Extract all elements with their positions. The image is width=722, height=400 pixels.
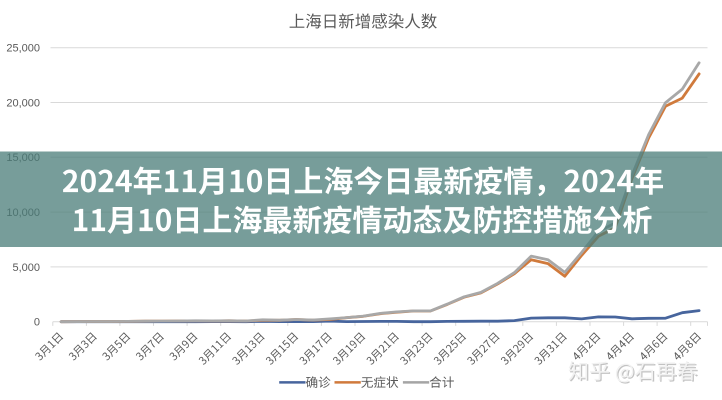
- svg-text:25,000: 25,000: [6, 43, 40, 55]
- svg-text:0: 0: [34, 317, 40, 329]
- svg-text:20,000: 20,000: [6, 97, 40, 109]
- svg-text:5,000: 5,000: [12, 262, 40, 274]
